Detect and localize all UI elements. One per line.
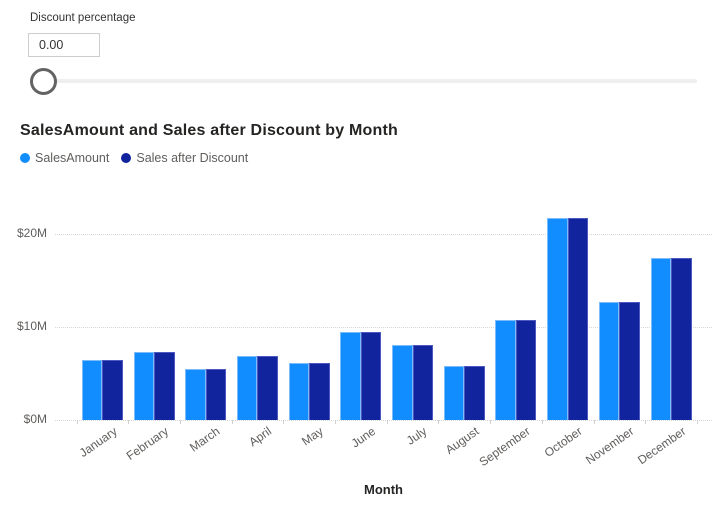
bar-sales-after-discount-august[interactable] xyxy=(464,366,485,420)
legend-item-sales-after-discount[interactable]: Sales after Discount xyxy=(121,151,248,165)
bar-salesamount-november[interactable] xyxy=(598,301,620,420)
bar-sales-after-discount-april[interactable] xyxy=(257,355,278,420)
legend-item-salesamount[interactable]: SalesAmount xyxy=(20,151,109,165)
bar-salesamount-april[interactable] xyxy=(236,355,258,420)
x-axis-label-december: December xyxy=(634,424,689,468)
x-axis-tick xyxy=(593,420,595,424)
y-axis-tick-label: $20M xyxy=(16,226,47,240)
discount-input[interactable] xyxy=(28,33,100,57)
x-axis-label-june: June xyxy=(348,424,378,451)
x-axis-tick xyxy=(283,420,285,424)
gridline-$10M xyxy=(55,327,712,328)
bar-salesamount-march[interactable] xyxy=(185,368,206,420)
chart-title: SalesAmount and Sales after Discount by … xyxy=(20,122,398,139)
x-axis-tick xyxy=(179,420,181,424)
bar-salesamount-january[interactable] xyxy=(81,359,103,420)
x-axis-label-november: November xyxy=(583,424,637,468)
legend-label-sales-after-discount: Sales after Discount xyxy=(136,151,249,165)
legend-dot-salesamount-icon xyxy=(20,153,30,163)
x-axis-tick xyxy=(490,420,492,424)
discount-slider-handle[interactable] xyxy=(30,68,57,95)
y-axis-tick-label: $10M xyxy=(16,319,47,333)
bar-salesamount-october[interactable] xyxy=(547,218,568,420)
x-axis-tick xyxy=(541,420,543,424)
bar-sales-after-discount-october[interactable] xyxy=(567,218,589,420)
bar-sales-after-discount-december[interactable] xyxy=(671,258,692,420)
legend: SalesAmount Sales after Discount xyxy=(20,151,248,165)
gridline-$0M xyxy=(55,420,712,421)
x-axis-label-october: October xyxy=(541,424,585,460)
x-axis-tick xyxy=(335,420,336,424)
x-axis-tick xyxy=(128,420,130,424)
gridline-$20M xyxy=(55,234,712,235)
x-axis-tick xyxy=(696,420,698,424)
bar-sales-after-discount-march[interactable] xyxy=(205,368,227,420)
y-axis-tick-label: $0M xyxy=(23,412,47,426)
discount-slider-track[interactable] xyxy=(44,79,697,83)
x-axis-label-january: January xyxy=(76,424,120,460)
bar-sales-after-discount-january[interactable] xyxy=(102,359,123,420)
legend-label-salesamount: SalesAmount xyxy=(35,151,110,165)
bar-salesamount-august[interactable] xyxy=(443,366,465,420)
bar-sales-after-discount-may[interactable] xyxy=(309,363,330,420)
bar-salesamount-september[interactable] xyxy=(495,319,516,420)
x-axis-tick xyxy=(438,420,440,424)
bar-sales-after-discount-july[interactable] xyxy=(412,344,434,420)
discount-percentage-label: Discount percentage xyxy=(30,12,136,24)
x-axis-tick xyxy=(645,420,647,424)
bar-salesamount-may[interactable] xyxy=(288,363,310,420)
bar-sales-after-discount-june[interactable] xyxy=(360,331,382,420)
x-axis-label-august: August xyxy=(442,424,482,457)
x-axis-title: Month xyxy=(364,482,403,497)
bar-sales-after-discount-november[interactable] xyxy=(619,301,640,420)
bar-salesamount-june[interactable] xyxy=(340,331,361,420)
bar-sales-after-discount-february[interactable] xyxy=(154,352,175,420)
bar-salesamount-july[interactable] xyxy=(392,344,413,420)
bar-salesamount-december[interactable] xyxy=(650,258,672,420)
x-axis-label-april: April xyxy=(246,424,275,450)
x-axis-tick xyxy=(386,420,388,424)
x-axis-label-february: February xyxy=(123,424,172,464)
x-axis-label-july: July xyxy=(404,424,430,448)
bar-sales-after-discount-september[interactable] xyxy=(515,319,537,420)
x-axis-label-march: March xyxy=(187,424,223,455)
x-axis-tick xyxy=(231,420,233,424)
x-axis-tick xyxy=(76,420,78,424)
legend-dot-sales-after-discount-icon xyxy=(121,153,132,163)
x-axis-label-september: September xyxy=(476,424,533,470)
bar-salesamount-february[interactable] xyxy=(133,352,155,420)
x-axis-label-may: May xyxy=(299,424,327,449)
